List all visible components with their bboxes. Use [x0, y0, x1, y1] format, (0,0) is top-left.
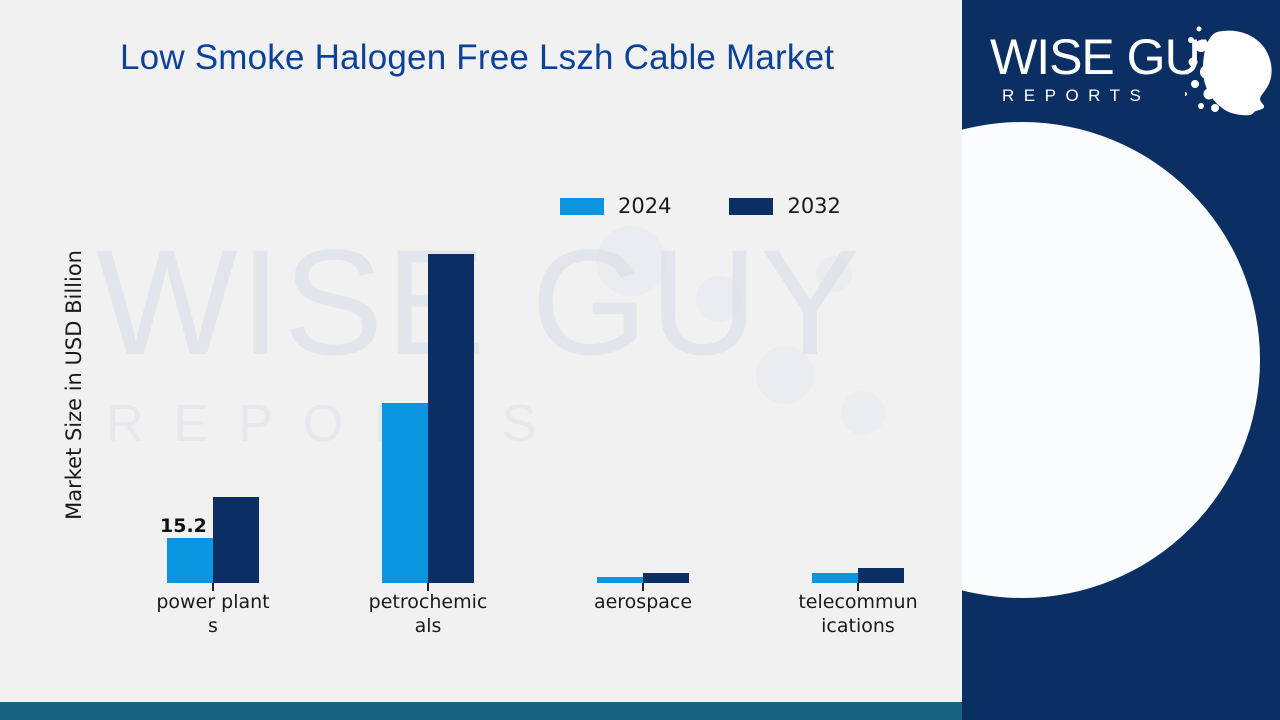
x-axis-tick-telecommunications: [857, 583, 859, 591]
legend-swatch-2032: [729, 197, 774, 215]
x-axis-label-petrochemicals: petrochemicals: [368, 591, 488, 637]
x-axis-label-power-plants: power plants: [156, 591, 270, 637]
bar-petrochemicals-2024: [382, 403, 428, 583]
logo-head-dots-icon: [1185, 26, 1272, 116]
x-axis-tick-aerospace: [642, 583, 644, 591]
chart-legend: 2024 2032: [560, 194, 841, 218]
x-axis-label-aerospace: aerospace: [593, 591, 693, 613]
legend-swatch-2024: [560, 197, 604, 215]
legend-label-2032: 2032: [787, 194, 841, 218]
bars-layer: 15.2 power plants petrochemicals aerospa…: [156, 254, 918, 637]
x-axis-label-telecommunications: telecommunications: [798, 591, 918, 637]
bar-telecommunications-2024: [812, 573, 858, 583]
legend-label-2024: 2024: [618, 194, 672, 218]
brand-logo: WISE GUY REPORTS: [990, 26, 1280, 123]
chart-plot-area: Low Smoke Halogen Free Lszh Cable Market…: [0, 38, 962, 720]
bar-telecommunications-2032: [858, 568, 904, 583]
bar-aerospace-2024: [597, 577, 643, 583]
brand-logo-secondary-text: REPORTS: [1002, 86, 1151, 105]
bar-petrochemicals-2032: [428, 254, 474, 583]
legend-item-2032: 2032: [729, 194, 841, 218]
bar-aerospace-2032: [643, 573, 689, 583]
bar-power-plants-2032: [213, 497, 259, 583]
legend-item-2024: 2024: [560, 194, 671, 218]
page-title: Low Smoke Halogen Free Lszh Cable Market: [120, 38, 835, 77]
bubble-cluster-decoration: [962, 130, 1107, 590]
bar-power-plants-2024: [167, 538, 213, 583]
brand-panel: [962, 0, 1280, 720]
bar-value-label-power-plants: 15.2: [160, 515, 207, 537]
bottom-accent-strip: [0, 702, 962, 720]
x-axis-tick-petrochemicals: [427, 583, 429, 591]
x-axis-tick-power-plants: [212, 583, 214, 591]
